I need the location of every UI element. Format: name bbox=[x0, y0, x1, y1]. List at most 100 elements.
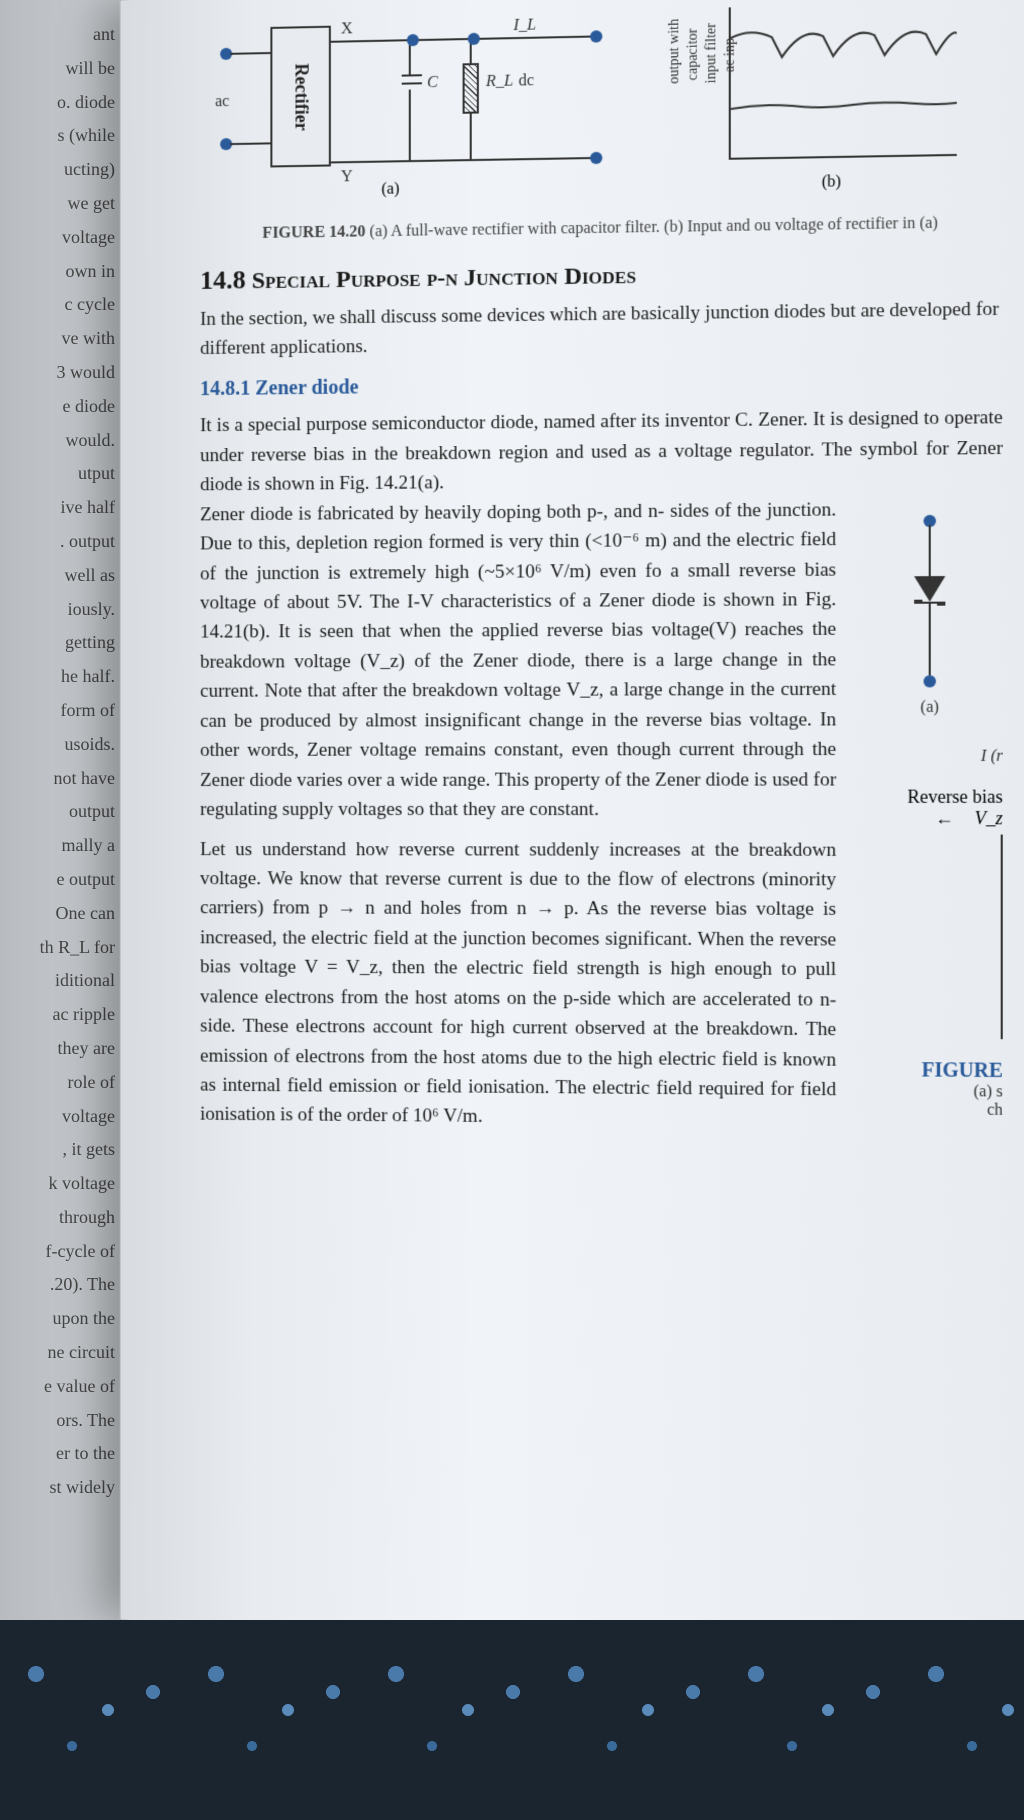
zener-fig-a-label: (a) bbox=[857, 698, 1003, 717]
section-title-text: Special Purpose p-n Junction Diodes bbox=[252, 263, 636, 295]
circuit-wire bbox=[409, 41, 411, 76]
figure-a-label: (a) bbox=[381, 180, 399, 198]
current-label: I_L bbox=[513, 16, 536, 35]
spine-word: st widely bbox=[40, 1473, 115, 1502]
ac-label: ac bbox=[215, 93, 229, 111]
spine-word: usoids. bbox=[40, 730, 115, 759]
output-label-1: output with bbox=[667, 18, 683, 83]
body-paragraph-2: Zener diode is fabricated by heavily dop… bbox=[200, 495, 836, 825]
capacitor-label: C bbox=[427, 74, 438, 92]
spine-word: utput bbox=[40, 459, 115, 488]
resistor-symbol bbox=[463, 63, 479, 114]
spine-word: form of bbox=[40, 696, 115, 725]
spine-word: output bbox=[40, 797, 115, 826]
figure-word: FIGURE bbox=[857, 1058, 1003, 1082]
subsection-heading: 14.8.1 Zener diode bbox=[200, 369, 1003, 401]
figure-b-label: (b) bbox=[822, 173, 841, 192]
spine-word: f-cycle of bbox=[40, 1237, 115, 1266]
subsection-number: 14.8.1 bbox=[200, 378, 250, 401]
spine-word: iously. bbox=[40, 595, 115, 624]
circuit-wire bbox=[409, 90, 411, 161]
resistor-label: R_L bbox=[486, 72, 513, 91]
body-paragraph-3: Let us understand how reverse current su… bbox=[200, 835, 836, 1135]
circuit-diagram-area: ac Rectifier X Y C R_L dc I_L bbox=[200, 2, 1003, 209]
circuit-node bbox=[590, 152, 602, 164]
circuit-wire bbox=[331, 157, 595, 163]
rectifier-block: Rectifier bbox=[270, 26, 330, 168]
fig-sub-ch: ch bbox=[857, 1100, 1003, 1120]
circuit-node bbox=[468, 33, 480, 45]
circuit-wire bbox=[331, 35, 595, 42]
spine-word: One can bbox=[40, 899, 115, 928]
zener-diode-symbol bbox=[857, 514, 1003, 699]
spine-word: getting bbox=[40, 628, 115, 657]
spine-word: role of bbox=[40, 1068, 115, 1097]
spine-word: o. diode bbox=[40, 88, 115, 117]
iv-curve-axis bbox=[857, 834, 1003, 1039]
fabric-background bbox=[0, 1620, 1024, 1820]
spine-word: k voltage bbox=[40, 1169, 115, 1198]
capacitor-symbol bbox=[402, 74, 422, 91]
output-label-2: capacitor bbox=[685, 28, 701, 80]
circuit-wire bbox=[230, 142, 270, 145]
spine-cutoff-text: antwill beo. diodes (whileucting)we getv… bbox=[40, 20, 115, 1507]
spine-word: through bbox=[40, 1203, 115, 1232]
spine-word: ne circuit bbox=[40, 1338, 115, 1367]
spine-word: upon the bbox=[40, 1304, 115, 1333]
fig-sub-a: (a) s bbox=[857, 1082, 1003, 1101]
subsection-title: Zener diode bbox=[255, 377, 358, 400]
section-heading: 14.8 Special Purpose p-n Junction Diodes bbox=[200, 255, 1003, 296]
output-label-3: input filter bbox=[704, 23, 720, 84]
spine-word: c cycle bbox=[40, 290, 115, 319]
side-figure-column: (a) I (r Reverse bias ← V_z FIGURE (a) s… bbox=[857, 494, 1003, 1137]
filtered-wave bbox=[731, 95, 957, 119]
spine-word: e value of bbox=[40, 1372, 115, 1401]
current-axis-label: I (r bbox=[857, 747, 1003, 766]
spine-word: he half. bbox=[40, 662, 115, 691]
spine-word: ors. The bbox=[40, 1406, 115, 1435]
spine-word: th R_L for bbox=[40, 933, 115, 962]
y-node-label: Y bbox=[341, 168, 353, 186]
spine-word: not have bbox=[40, 764, 115, 793]
spine-word: ant bbox=[40, 20, 115, 49]
waveform-diagram: output with capacitor input filter ac in… bbox=[667, 2, 978, 201]
section-number: 14.8 bbox=[200, 266, 246, 296]
spine-word: , it gets bbox=[40, 1135, 115, 1164]
circuit-node bbox=[590, 30, 602, 42]
spine-word: own in bbox=[40, 257, 115, 286]
circuit-wire bbox=[470, 114, 472, 159]
spine-word: mally a bbox=[40, 831, 115, 860]
spine-word: well as bbox=[40, 561, 115, 590]
spine-word: e output bbox=[40, 865, 115, 894]
spine-word: ucting) bbox=[40, 155, 115, 184]
spine-word: . output bbox=[40, 527, 115, 556]
vz-label: V_z bbox=[975, 808, 1003, 829]
spine-word: .20). The bbox=[40, 1270, 115, 1299]
spine-word: e diode bbox=[40, 392, 115, 421]
waveform-axes bbox=[729, 3, 957, 160]
spine-word: ive half bbox=[40, 493, 115, 522]
caption-text: (a) A full-wave rectifier with capacitor… bbox=[370, 215, 938, 241]
spine-word: s (while bbox=[40, 121, 115, 150]
circuit-wire bbox=[230, 52, 270, 55]
vz-arrow: ← V_z bbox=[857, 808, 1003, 829]
body-paragraph-1: It is a special purpose semiconductor di… bbox=[200, 403, 1003, 500]
dc-label: dc bbox=[519, 72, 534, 90]
spine-word: will be bbox=[40, 54, 115, 83]
rectifier-label: Rectifier bbox=[290, 63, 311, 131]
spine-word: ac ripple bbox=[40, 1000, 115, 1029]
book-spine: antwill beo. diodes (whileucting)we getv… bbox=[0, 0, 120, 1620]
figure-caption: FIGURE 14.20 (a) A full-wave rectifier w… bbox=[200, 211, 1003, 246]
circuit-node bbox=[407, 34, 419, 46]
spine-word: voltage bbox=[40, 1102, 115, 1131]
zener-node-bottom bbox=[923, 675, 935, 687]
spine-word: ve with bbox=[40, 324, 115, 353]
spine-word: iditional bbox=[40, 966, 115, 995]
ripple-wave bbox=[731, 23, 957, 68]
spine-word: they are bbox=[40, 1034, 115, 1063]
textbook-page: ac Rectifier X Y C R_L dc I_L bbox=[120, 0, 1024, 1640]
circuit-schematic: ac Rectifier X Y C R_L dc I_L bbox=[200, 10, 626, 209]
spine-word: er to the bbox=[40, 1439, 115, 1468]
caption-figure-number: FIGURE 14.20 bbox=[262, 223, 365, 242]
spine-word: would. bbox=[40, 426, 115, 455]
